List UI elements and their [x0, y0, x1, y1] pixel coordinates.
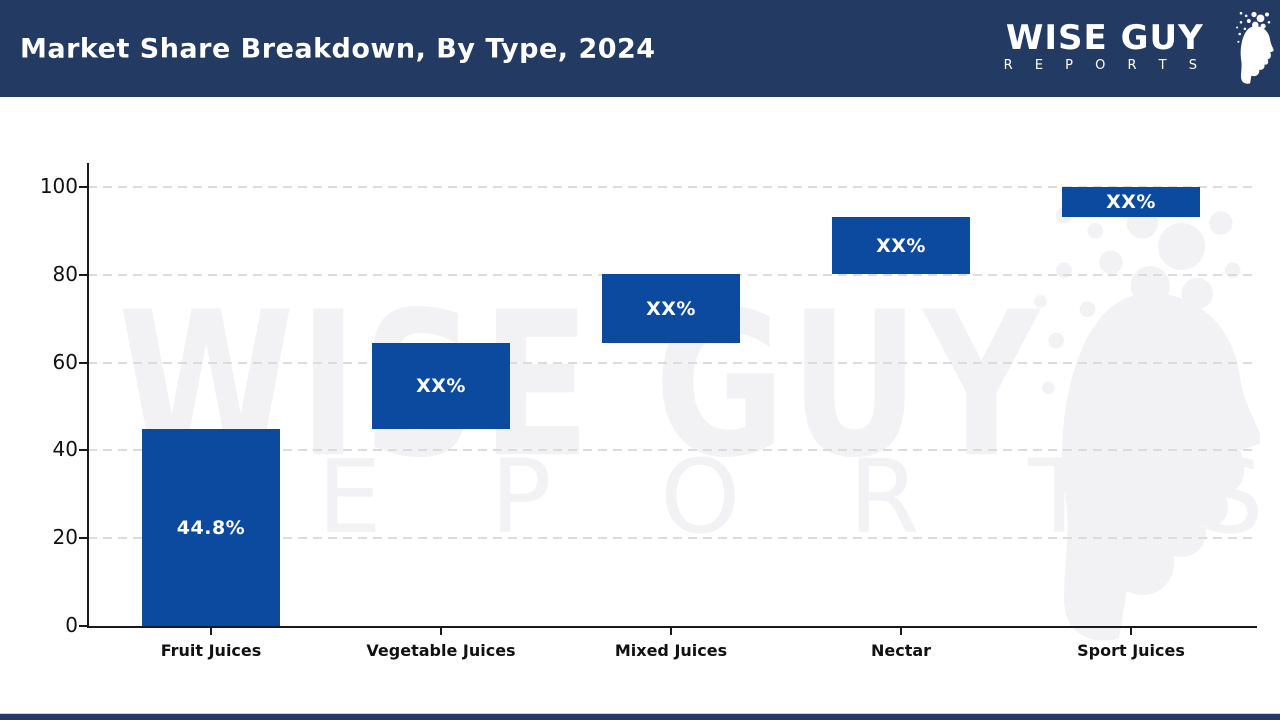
y-tick-mark-60	[79, 361, 88, 364]
x-axis-label-mixed-juices: Mixed Juices	[614, 641, 728, 660]
bar-vegetable-juices: XX%	[372, 343, 510, 430]
bar-sport-juices: XX%	[1062, 187, 1200, 217]
y-tick-mark-40	[79, 449, 88, 452]
brand-logo-text: WISE GUY R E P O R T S	[1003, 17, 1206, 74]
x-tick-mark-fruit-juices	[210, 626, 212, 635]
gridline-100	[88, 186, 1256, 188]
y-tick-label-60: 60	[52, 349, 78, 374]
gridline-60	[88, 361, 1256, 364]
x-tick-mark-sport-juices	[1130, 626, 1132, 635]
bar-fruit-juices: 44.8%	[142, 429, 280, 626]
x-axis-label-vegetable-juices: Vegetable Juices	[366, 641, 516, 660]
y-tick-label-40: 40	[52, 437, 78, 462]
bar-value-label-fruit-juices: 44.8%	[176, 516, 246, 539]
gridline-20	[88, 537, 1256, 540]
x-tick-mark-vegetable-juices	[440, 626, 442, 635]
x-axis-label-fruit-juices: Fruit Juices	[160, 641, 262, 660]
bar-mixed-juices: XX%	[602, 274, 740, 344]
x-axis-label-sport-juices: Sport Juices	[1077, 641, 1185, 660]
footer-bar	[0, 714, 1280, 720]
y-tick-mark-80	[79, 273, 88, 276]
header: Market Share Breakdown, By Type, 2024 WI…	[0, 0, 1280, 97]
brand-tagline: R E P O R T S	[1003, 58, 1206, 74]
x-tick-mark-nectar	[900, 626, 902, 635]
x-tick-mark-mixed-juices	[670, 626, 672, 635]
y-tick-mark-20	[79, 537, 88, 540]
x-axis-line	[87, 626, 1257, 628]
y-tick-label-100: 100	[39, 174, 78, 198]
y-tick-mark-100	[79, 186, 88, 188]
bar-value-label-sport-juices: XX%	[1106, 190, 1156, 213]
y-tick-label-80: 80	[52, 261, 78, 286]
footer-divider	[0, 713, 1280, 714]
brand-name: WISE GUY	[1005, 17, 1204, 58]
bar-nectar: XX%	[832, 216, 970, 275]
y-tick-mark-0	[79, 625, 88, 627]
bar-value-label-nectar: XX%	[876, 234, 926, 257]
y-tick-label-0: 0	[65, 613, 78, 637]
y-axis-line	[87, 163, 89, 628]
x-axis-label-nectar: Nectar	[870, 641, 932, 660]
bar-value-label-vegetable-juices: XX%	[416, 375, 466, 398]
y-tick-label-20: 20	[52, 525, 78, 550]
brand-logo: WISE GUY R E P O R T S	[1004, 8, 1274, 86]
gridline-40	[88, 449, 1256, 452]
page-title: Market Share Breakdown, By Type, 2024	[20, 33, 656, 64]
bar-value-label-mixed-juices: XX%	[646, 297, 696, 320]
